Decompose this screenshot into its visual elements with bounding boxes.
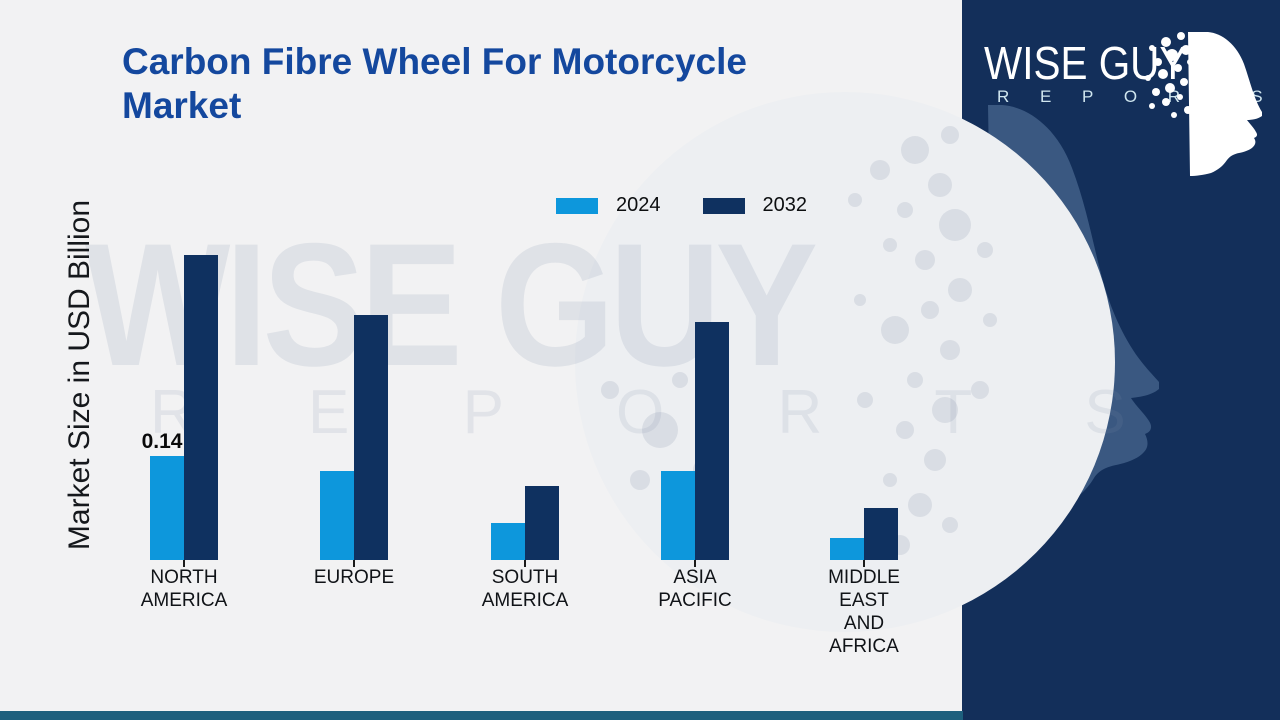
legend-swatch-2032 (702, 197, 745, 214)
brain-dot (907, 372, 923, 388)
brain-dot (921, 301, 939, 319)
brain-dot (939, 209, 971, 241)
bar-north-america-2032 (184, 255, 218, 560)
brain-dot (977, 242, 993, 258)
bar-south-america-2024 (491, 523, 525, 560)
bar-europe-2024 (320, 471, 354, 560)
brain-dot (601, 381, 619, 399)
brain-dot (941, 126, 959, 144)
chart-title: Carbon Fibre Wheel For Motorcycle Market (122, 40, 747, 128)
brain-dot (942, 517, 958, 533)
brain-dot (672, 372, 688, 388)
x-axis-label-middle-east-and-africa: MIDDLE EAST AND AFRICA (828, 567, 900, 657)
brain-dot (940, 340, 960, 360)
x-axis-tick (863, 560, 865, 567)
brain-dot (642, 412, 678, 448)
brain-dot (854, 294, 866, 306)
brain-dot (908, 493, 932, 517)
brain-dot (948, 278, 972, 302)
x-axis-label-europe: EUROPE (313, 567, 395, 588)
brain-dot (881, 316, 909, 344)
bar-asia-pacific-2032 (695, 322, 729, 560)
brain-dot (883, 473, 897, 487)
chart-title-line2: Market (122, 85, 242, 126)
legend-item-2024: 2024 (556, 194, 661, 217)
y-axis-label: Market Size in USD Billion (63, 199, 96, 551)
legend-label-2032: 2032 (762, 194, 808, 216)
legend-item-2032: 2032 (702, 194, 808, 217)
brain-dot (630, 470, 650, 490)
x-axis-tick (183, 560, 185, 567)
bar-middle-east-and-africa-2032 (864, 508, 898, 560)
brain-dot (901, 136, 929, 164)
brain-dot (983, 313, 997, 327)
x-axis-tick (353, 560, 355, 567)
brain-dot (870, 160, 890, 180)
brain-dot (857, 392, 873, 408)
brain-dot (883, 238, 897, 252)
bar-asia-pacific-2024 (661, 471, 695, 560)
brain-dot (924, 449, 946, 471)
brain-dot (971, 381, 989, 399)
legend-swatch-2024 (556, 197, 598, 214)
watermark-reports: R E P O R T S (150, 378, 1174, 447)
bar-south-america-2032 (525, 486, 559, 560)
brain-dot (915, 250, 935, 270)
bar-middle-east-and-africa-2024 (830, 538, 864, 560)
x-axis-label-asia-pacific: ASIA PACIFIC (658, 567, 732, 611)
bar-value-label: 0.14 (141, 430, 183, 453)
x-axis-tick (524, 560, 526, 567)
x-axis-label-south-america: SOUTH AMERICA (481, 567, 569, 611)
bar-europe-2032 (354, 315, 388, 560)
brain-dot (897, 202, 913, 218)
brain-dot (932, 397, 958, 423)
logo-reports-text: R E P O R T S (997, 87, 1276, 106)
legend-label-2024: 2024 (616, 194, 661, 216)
legend: 2024 2032 (556, 194, 807, 217)
logo-wiseguy-text: WISE GUY (984, 37, 1187, 89)
bottom-accent-strip (0, 711, 963, 720)
brain-dot (896, 421, 914, 439)
brain-dot (848, 193, 862, 207)
bar-north-america-2024 (150, 456, 184, 560)
x-axis-tick (694, 560, 696, 567)
chart-title-line1: Carbon Fibre Wheel For Motorcycle (122, 41, 747, 82)
brain-dot (928, 173, 952, 197)
x-axis-label-north-america: NORTH AMERICA (140, 567, 228, 611)
